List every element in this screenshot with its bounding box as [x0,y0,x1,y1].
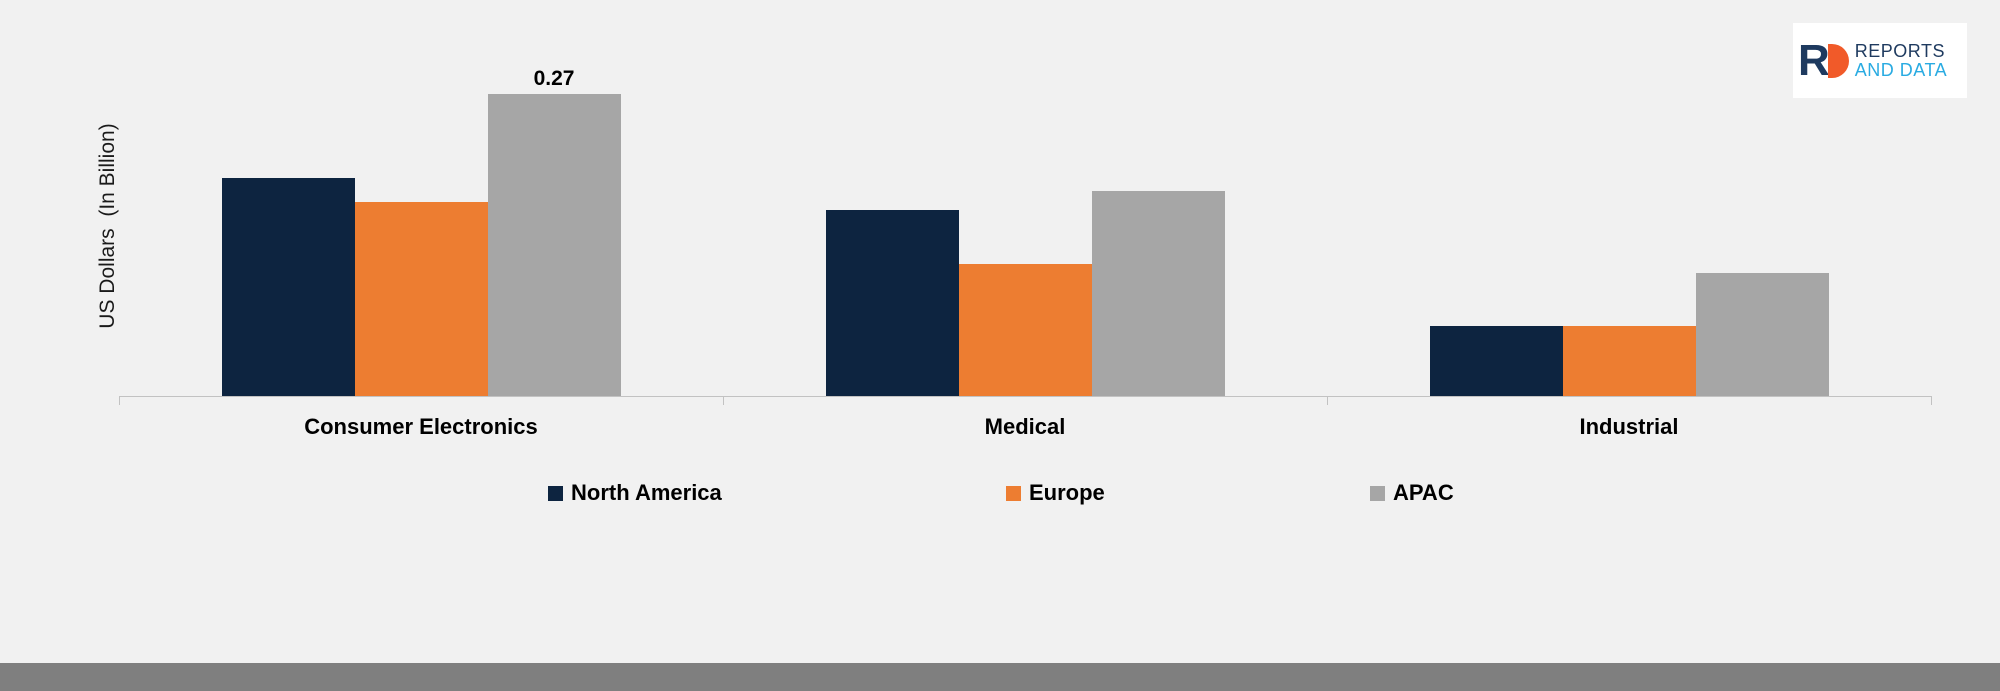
logo-letter-r: R [1798,35,1830,85]
legend-label-apac: APAC [1393,480,1454,505]
logo-monogram: R [1798,35,1849,85]
bar-north-america-consumer-electronics [221,178,355,396]
logo-text: REPORTS AND DATA [1854,40,1948,80]
bar-group-medical [723,0,1327,396]
x-axis-tick [1931,396,1932,405]
category-label-medical: Medical [984,414,1066,439]
legend-label-north-america: North America [571,480,722,505]
bar-europe-consumer-electronics [354,202,488,396]
x-axis-tick [119,396,120,405]
x-axis-tick [723,396,724,405]
legend-label-europe: Europe [1029,480,1105,505]
category-label-industrial: Industrial [1579,414,1679,439]
bar-apac-consumer-electronics: 0.27 [487,67,621,396]
legend-item-apac: APAC [1370,480,1454,506]
footer-bar [0,663,2000,691]
bar-apac-medical [1091,191,1225,396]
logo-text-and-data: AND DATA [1854,59,1948,80]
x-axis-tick [1327,396,1328,405]
bar-north-america-medical [825,210,959,396]
logo-text-reports: REPORTS [1854,40,1945,61]
legend-swatch-north-america [548,485,563,501]
legend-swatch-apac [1370,485,1385,501]
legend-item-north-america: North America [548,480,722,506]
logo-letter-d-icon [1827,43,1849,78]
category-label-consumer-electronics: Consumer Electronics [304,414,538,439]
plot-area: 0.27 [119,0,1931,396]
x-axis-category-labels: Consumer Electronics Medical Industrial [119,414,1931,440]
x-axis-line [119,396,1932,405]
bar-europe-industrial [1562,326,1696,396]
bar-group-consumer-electronics: 0.27 [119,0,723,396]
bar-apac-industrial [1695,273,1829,396]
legend-item-europe: Europe [1006,480,1105,506]
data-label-apac-consumer-electronics: 0.27 [533,67,575,90]
bar-group-industrial [1327,0,1931,396]
bar-europe-medical [958,264,1092,396]
bar-north-america-industrial [1429,326,1563,396]
legend-swatch-europe [1006,485,1021,501]
reports-and-data-logo: R REPORTS AND DATA [1793,23,1967,98]
y-axis-title: US Dollars (In Billion) [96,123,119,329]
